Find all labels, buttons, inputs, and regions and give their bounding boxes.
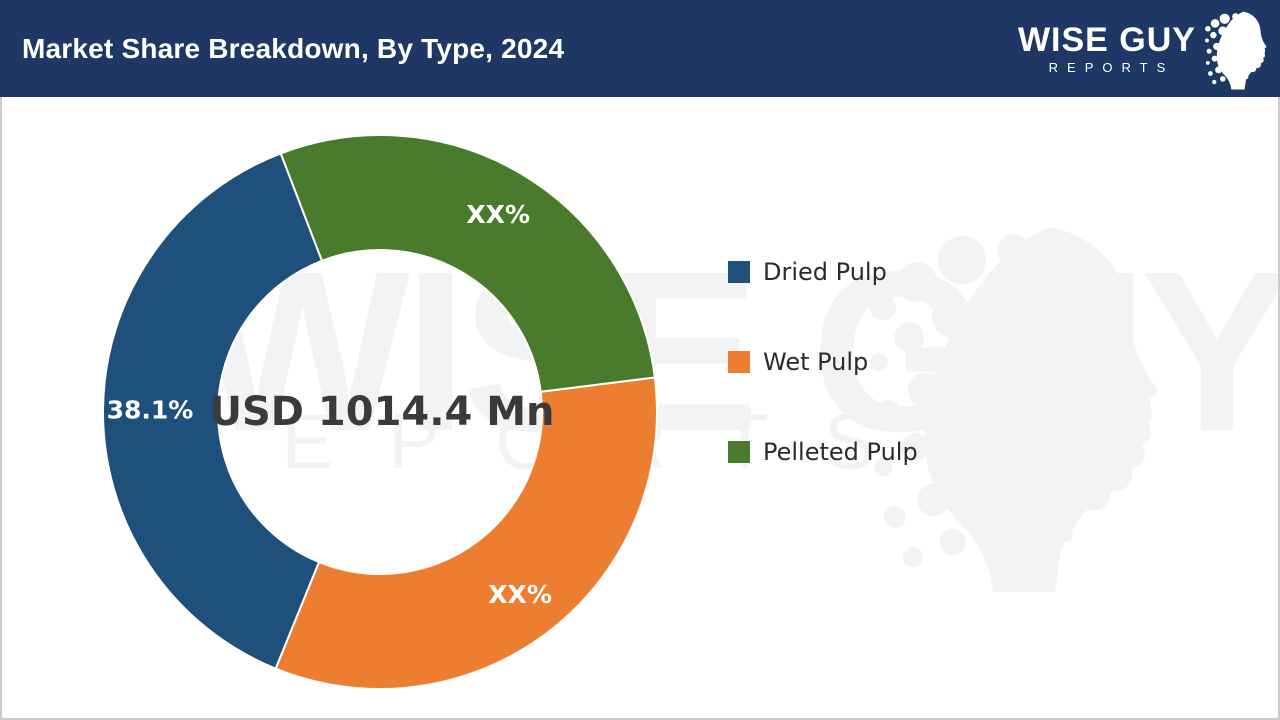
header: Market Share Breakdown, By Type, 2024 WI… — [0, 0, 1280, 97]
legend-swatch-pelleted-pulp — [728, 441, 750, 463]
legend-label-pelleted-pulp: Pelleted Pulp — [763, 438, 918, 466]
brand-sub: REPORTS — [1048, 60, 1175, 76]
page-border-bottom — [0, 718, 1280, 720]
legend-item-dried-pulp: Dried Pulp — [728, 258, 918, 286]
legend-swatch-dried-pulp — [728, 261, 750, 283]
slice-label-wet-pulp: XX% — [488, 580, 552, 609]
legend-swatch-wet-pulp — [728, 351, 750, 373]
legend-item-pelleted-pulp: Pelleted Pulp — [728, 438, 918, 466]
brand-logo: WISE GUY REPORTS — [1018, 6, 1268, 92]
page-title: Market Share Breakdown, By Type, 2024 — [22, 32, 565, 64]
legend-label-wet-pulp: Wet Pulp — [763, 348, 869, 376]
brand-name: WISE GUY — [1017, 20, 1196, 59]
page-border-right — [1278, 97, 1280, 720]
page-border-left — [0, 97, 2, 720]
legend: Dried Pulp Wet Pulp Pelleted Pulp — [728, 258, 918, 528]
legend-label-dried-pulp: Dried Pulp — [763, 258, 887, 286]
legend-item-wet-pulp: Wet Pulp — [728, 348, 918, 376]
brand-face-icon — [1205, 11, 1267, 90]
brand-text: WISE GUY REPORTS — [1017, 20, 1196, 76]
